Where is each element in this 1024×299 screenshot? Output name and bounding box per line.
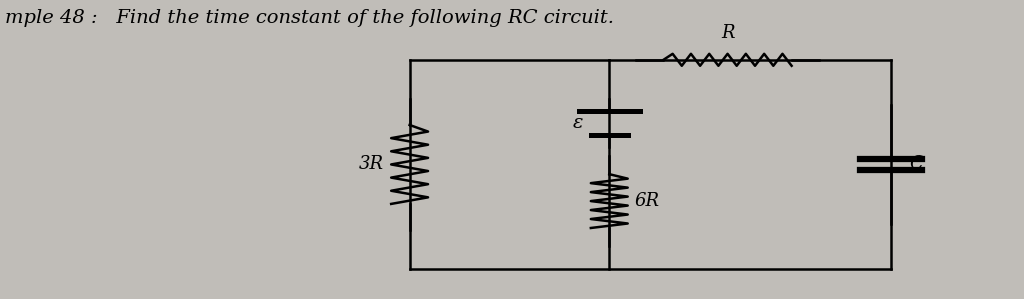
Text: R: R	[721, 24, 734, 42]
Text: mple 48 :   Find the time constant of the following RC circuit.: mple 48 : Find the time constant of the …	[5, 9, 614, 27]
Text: C: C	[909, 155, 923, 173]
Text: ε: ε	[573, 114, 584, 132]
Text: 6R: 6R	[635, 192, 659, 210]
Text: 3R: 3R	[359, 155, 384, 173]
